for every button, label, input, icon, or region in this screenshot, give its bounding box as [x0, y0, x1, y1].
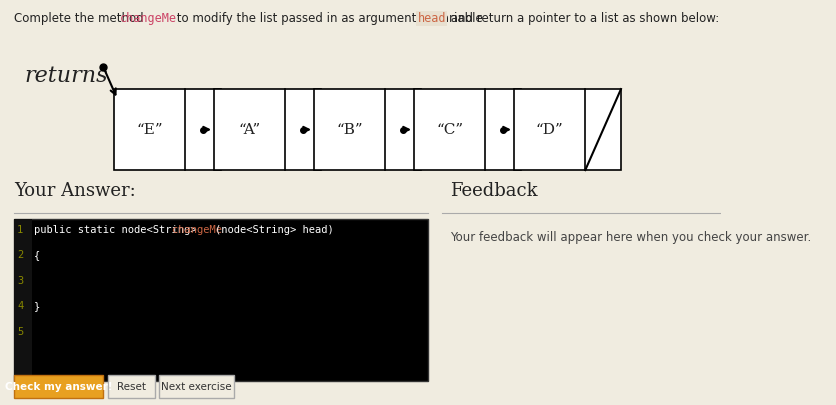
Bar [414, 89, 521, 170]
Text: “D”: “D” [536, 123, 563, 136]
Text: to modify the list passed in as argument in variable: to modify the list passed in as argument… [173, 12, 487, 25]
Bar [108, 375, 155, 398]
Text: returns: returns [25, 65, 108, 87]
Bar [114, 89, 221, 170]
Text: 3: 3 [17, 276, 23, 286]
Text: Your feedback will appear here when you check your answer.: Your feedback will appear here when you … [450, 231, 811, 244]
Text: Feedback: Feedback [450, 183, 538, 200]
Text: 2: 2 [17, 250, 23, 260]
Text: }: } [34, 301, 40, 311]
Text: “A”: “A” [238, 123, 261, 136]
Bar [214, 89, 321, 170]
Bar [314, 89, 421, 170]
Text: Next exercise: Next exercise [161, 382, 232, 392]
Text: head: head [417, 12, 446, 25]
Text: 5: 5 [17, 327, 23, 337]
Text: “E”: “E” [136, 123, 163, 136]
Bar [514, 89, 621, 170]
Text: changeMe: changeMe [172, 225, 222, 235]
Text: “B”: “B” [336, 123, 363, 136]
Bar [159, 375, 234, 398]
Text: Your Answer:: Your Answer: [14, 183, 135, 200]
Bar [14, 219, 32, 381]
Text: Check my answer!: Check my answer! [5, 382, 112, 392]
Text: Reset: Reset [117, 382, 146, 392]
Bar [14, 219, 428, 381]
Bar [14, 375, 103, 398]
Text: public static node<String>: public static node<String> [34, 225, 202, 235]
Text: 1: 1 [17, 225, 23, 235]
Text: Complete the method: Complete the method [14, 12, 147, 25]
Text: changeMe: changeMe [120, 12, 176, 25]
Text: and return a pointer to a list as shown below:: and return a pointer to a list as shown … [447, 12, 720, 25]
Text: (node<String> head): (node<String> head) [215, 225, 334, 235]
Text: 4: 4 [17, 301, 23, 311]
Text: “C”: “C” [436, 123, 463, 136]
Text: {: { [34, 250, 40, 260]
